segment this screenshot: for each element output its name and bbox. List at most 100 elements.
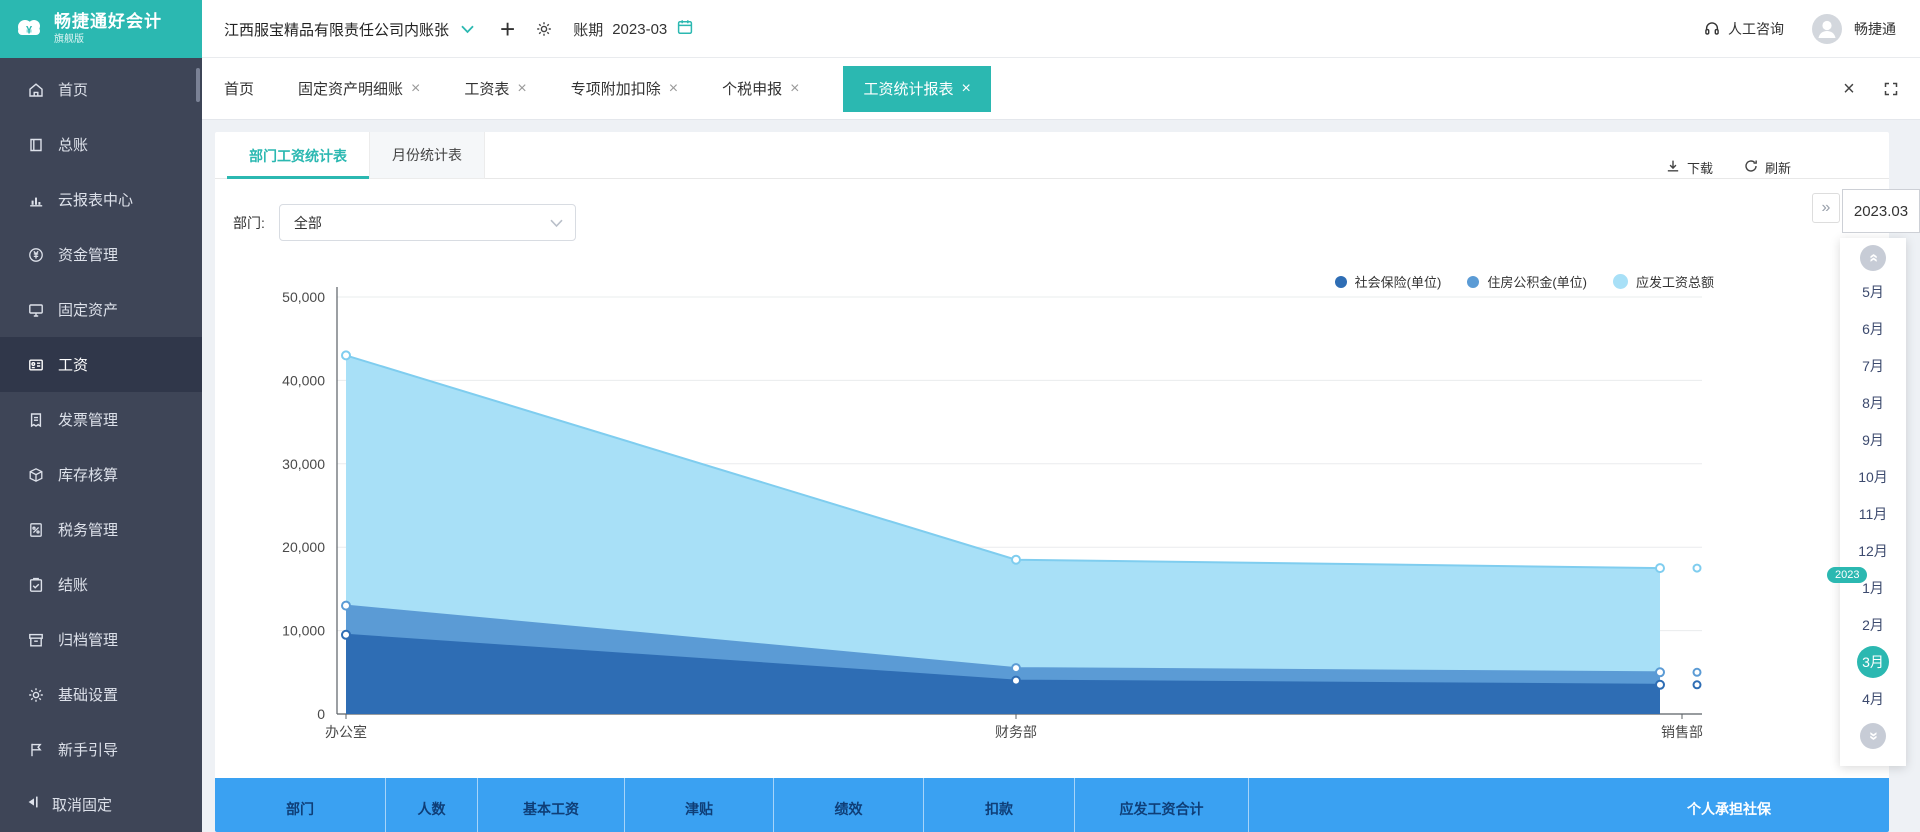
tabbar-ops: ×	[1828, 58, 1912, 120]
subtab-month-statistics[interactable]: 月份统计表	[369, 132, 485, 179]
period-value: 2023-03	[612, 20, 668, 38]
salary-area-chart: 0 10,000 20,000 30,000 40,000 50,000 办公室 财务部 销售部	[282, 287, 1703, 740]
refresh-button[interactable]: 刷新	[1743, 158, 1791, 177]
close-icon[interactable]: ×	[517, 79, 527, 97]
sidebar-item-tax[interactable]: 税务管理	[0, 502, 202, 557]
salary-card-icon	[27, 356, 45, 374]
company-selector[interactable]: 江西服宝精品有限责任公司内账张	[224, 19, 474, 40]
close-tabs-button[interactable]: ×	[1843, 77, 1855, 100]
settings-gear-icon[interactable]	[535, 20, 553, 38]
sidebar-item-label: 云报表中心	[58, 192, 134, 209]
month-item[interactable]: 6月	[1840, 310, 1906, 347]
close-icon[interactable]: ×	[668, 79, 679, 97]
topbar-left: 江西服宝精品有限责任公司内账张 + 账期 2023-03	[224, 0, 694, 58]
sidebar-item-general-ledger[interactable]: 总账	[0, 117, 202, 172]
column-header[interactable]: 津贴	[625, 778, 774, 832]
sidebar-item-label: 工资	[58, 357, 89, 374]
sidebar-item-salary[interactable]: 工资	[0, 337, 202, 392]
svg-text:0: 0	[317, 706, 325, 722]
avatar[interactable]	[1812, 14, 1842, 44]
sidebar-item-closing[interactable]: 结账	[0, 557, 202, 612]
legend-item-housing-fund[interactable]: 住房公积金(单位)	[1467, 272, 1587, 291]
column-header[interactable]: 基本工资	[478, 778, 625, 832]
sidebar-item-settings[interactable]: 基础设置	[0, 667, 202, 722]
close-icon[interactable]: ×	[961, 79, 971, 97]
close-icon[interactable]: ×	[411, 79, 421, 97]
current-period-box[interactable]: 2023.03	[1842, 189, 1920, 233]
column-spacer	[1249, 778, 1569, 832]
sidebar-item-guide[interactable]: 新手引导	[0, 722, 202, 777]
sidebar-item-fixed-assets[interactable]: 固定资产	[0, 282, 202, 337]
sidebar-item-invoices[interactable]: 发票管理	[0, 392, 202, 447]
column-header[interactable]: 应发工资合计	[1075, 778, 1249, 832]
month-label: 7月	[1862, 357, 1884, 374]
month-item[interactable]: 4月	[1840, 680, 1906, 717]
svg-text:财务部: 财务部	[995, 724, 1037, 740]
add-button[interactable]: +	[500, 14, 516, 44]
month-item[interactable]: 1月	[1840, 569, 1906, 606]
month-item[interactable]: 7月	[1840, 347, 1906, 384]
main-area: 部门工资统计表 月份统计表 下载 刷新	[202, 120, 1920, 832]
month-item[interactable]: 9月	[1840, 421, 1906, 458]
tab-special-deduction[interactable]: 专项附加扣除 ×	[571, 66, 678, 112]
month-label: 11月	[1858, 505, 1888, 522]
tab-salary-sheet[interactable]: 工资表 ×	[464, 66, 526, 112]
close-icon[interactable]: ×	[790, 79, 800, 97]
month-item[interactable]: 2月	[1840, 606, 1906, 643]
sidebar-item-funds[interactable]: 资金管理	[0, 227, 202, 282]
chevron-up-icon: «	[1865, 253, 1882, 263]
column-header[interactable]: 绩效	[774, 778, 924, 832]
tab-label: 个税申报	[722, 81, 783, 98]
department-filter-label: 部门:	[233, 214, 265, 231]
tab-fixed-asset-ledger[interactable]: 固定资产明细账 ×	[298, 66, 420, 112]
column-header-personal-insurance[interactable]: 个人承担社保	[1687, 801, 1771, 817]
unpin-label: 取消固定	[52, 796, 113, 814]
legend-item-gross-salary[interactable]: 应发工资总额	[1612, 272, 1714, 291]
column-header[interactable]: 人数	[386, 778, 478, 832]
support-label: 人工咨询	[1728, 21, 1784, 37]
svg-text:30,000: 30,000	[282, 456, 325, 472]
month-item[interactable]: 11月	[1840, 495, 1906, 532]
summary-table-header: 部门 人数 基本工资 津贴 绩效 扣款 应发工资合计 个人承担社保	[215, 778, 1889, 832]
period-display: 账期 2023-03	[573, 18, 694, 40]
tab-home[interactable]: 首页	[224, 66, 254, 112]
svg-text:销售部: 销售部	[1661, 724, 1703, 740]
department-select[interactable]: 全部	[278, 204, 576, 241]
column-header[interactable]: 扣款	[924, 778, 1075, 832]
column-header[interactable]: 部门	[215, 778, 386, 832]
sidebar-scrollbar[interactable]	[196, 68, 200, 102]
legend-item-social-insurance[interactable]: 社会保险(单位)	[1334, 272, 1442, 291]
month-item[interactable]: 8月	[1840, 384, 1906, 421]
year-badge: 2023	[1827, 567, 1868, 583]
sidebar-item-inventory[interactable]: 库存核算	[0, 447, 202, 502]
sidebar-item-archive[interactable]: 归档管理	[0, 612, 202, 667]
tab-salary-report[interactable]: 工资统计报表 ×	[843, 65, 991, 112]
month-item[interactable]: 5月	[1840, 273, 1906, 310]
sidebar-item-label: 资金管理	[58, 247, 119, 264]
scroll-up-button[interactable]: «	[1860, 245, 1886, 271]
month-label: 5月	[1862, 283, 1884, 300]
sidebar-item-label: 固定资产	[58, 302, 119, 319]
month-item[interactable]: 12月	[1840, 532, 1906, 569]
sidebar-unpin-button[interactable]: 取消固定	[0, 784, 202, 824]
sidebar-item-cloud-reports[interactable]: 云报表中心	[0, 172, 202, 227]
scroll-down-button[interactable]: «	[1860, 723, 1886, 749]
panel-collapse-button[interactable]: »	[1812, 193, 1840, 223]
sidebar-item-home[interactable]: 首页	[0, 62, 202, 117]
month-item-active[interactable]: 3月	[1840, 643, 1906, 680]
headset-icon	[1703, 19, 1721, 40]
month-item[interactable]: 10月	[1840, 458, 1906, 495]
month-label: 2月	[1862, 616, 1884, 633]
calendar-icon[interactable]	[676, 18, 694, 40]
legend-label: 社会保险(单位)	[1354, 275, 1442, 290]
tab-label: 专项附加扣除	[570, 81, 661, 98]
subtab-department-salary[interactable]: 部门工资统计表	[227, 132, 369, 179]
user-name[interactable]: 畅捷通	[1854, 21, 1896, 37]
fullscreen-icon[interactable]	[1870, 58, 1912, 120]
month-panel: « 5月 6月 7月 8月 9月 10月 11月 12月 1月 2月 3月 4月…	[1840, 238, 1906, 766]
download-button[interactable]: 下载	[1665, 158, 1713, 177]
chevron-down-icon	[550, 215, 563, 231]
legend-dot	[1334, 275, 1347, 288]
tab-tax-filing[interactable]: 个税申报 ×	[722, 66, 799, 112]
support-button[interactable]: 人工咨询	[1703, 19, 1784, 40]
